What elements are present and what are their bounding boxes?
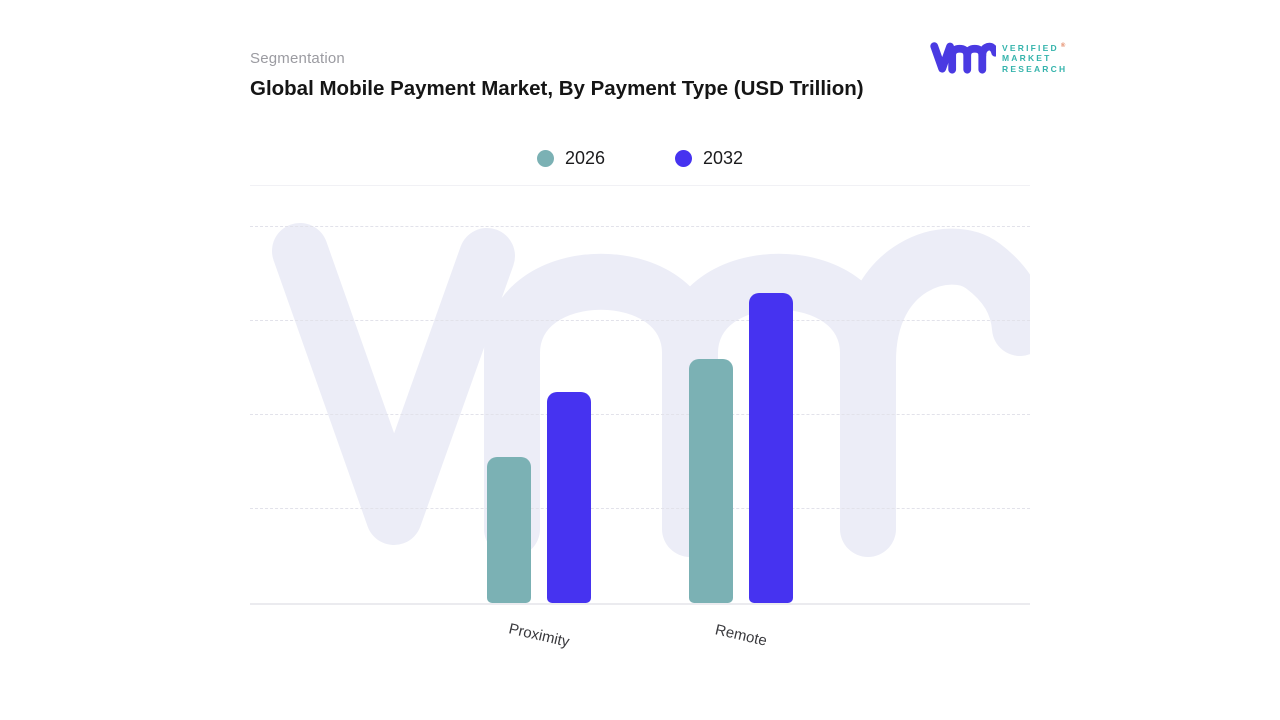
gridline xyxy=(250,226,1030,228)
x-axis-line xyxy=(250,603,1030,605)
legend-item-2032[interactable]: 2032 xyxy=(675,148,743,169)
chart-title: Global Mobile Payment Market, By Payment… xyxy=(250,77,864,100)
bar-proximity-2032 xyxy=(546,391,591,603)
chart-legend: 2026 2032 xyxy=(250,148,1030,169)
gridline xyxy=(250,508,1030,510)
brand-line-3: RESEARCH xyxy=(1002,64,1068,75)
legend-label-2032: 2032 xyxy=(703,148,744,168)
chart-eyebrow: Segmentation xyxy=(250,50,345,67)
vmr-watermark-icon xyxy=(272,223,1030,557)
gridline xyxy=(250,320,1030,322)
x-axis-label-proximity: Proximity xyxy=(506,620,571,651)
brand-line-2: MARKET xyxy=(1002,53,1052,64)
legend-dot-2032-icon xyxy=(675,150,692,167)
registered-trademark-icon: ® xyxy=(1060,42,1068,49)
bar-proximity-2026 xyxy=(486,457,531,603)
legend-label-2026: 2026 xyxy=(564,148,605,168)
brand-wordmark: VERIFIED ® MARKET RESEARCH xyxy=(1002,41,1067,76)
gridline xyxy=(250,414,1030,416)
bar-remote-2032 xyxy=(749,293,794,603)
brand-logo: VERIFIED ® MARKET RESEARCH xyxy=(930,38,1067,78)
legend-item-2026[interactable]: 2026 xyxy=(536,148,605,169)
bar-remote-2026 xyxy=(689,358,734,603)
brand-line-1: VERIFIED ® xyxy=(1002,42,1068,53)
x-axis-label-remote: Remote xyxy=(713,621,769,650)
legend-dot-2026-icon xyxy=(536,150,554,167)
vmr-logo-icon xyxy=(930,42,996,74)
plot-area: Proximity Remote xyxy=(250,185,1030,651)
